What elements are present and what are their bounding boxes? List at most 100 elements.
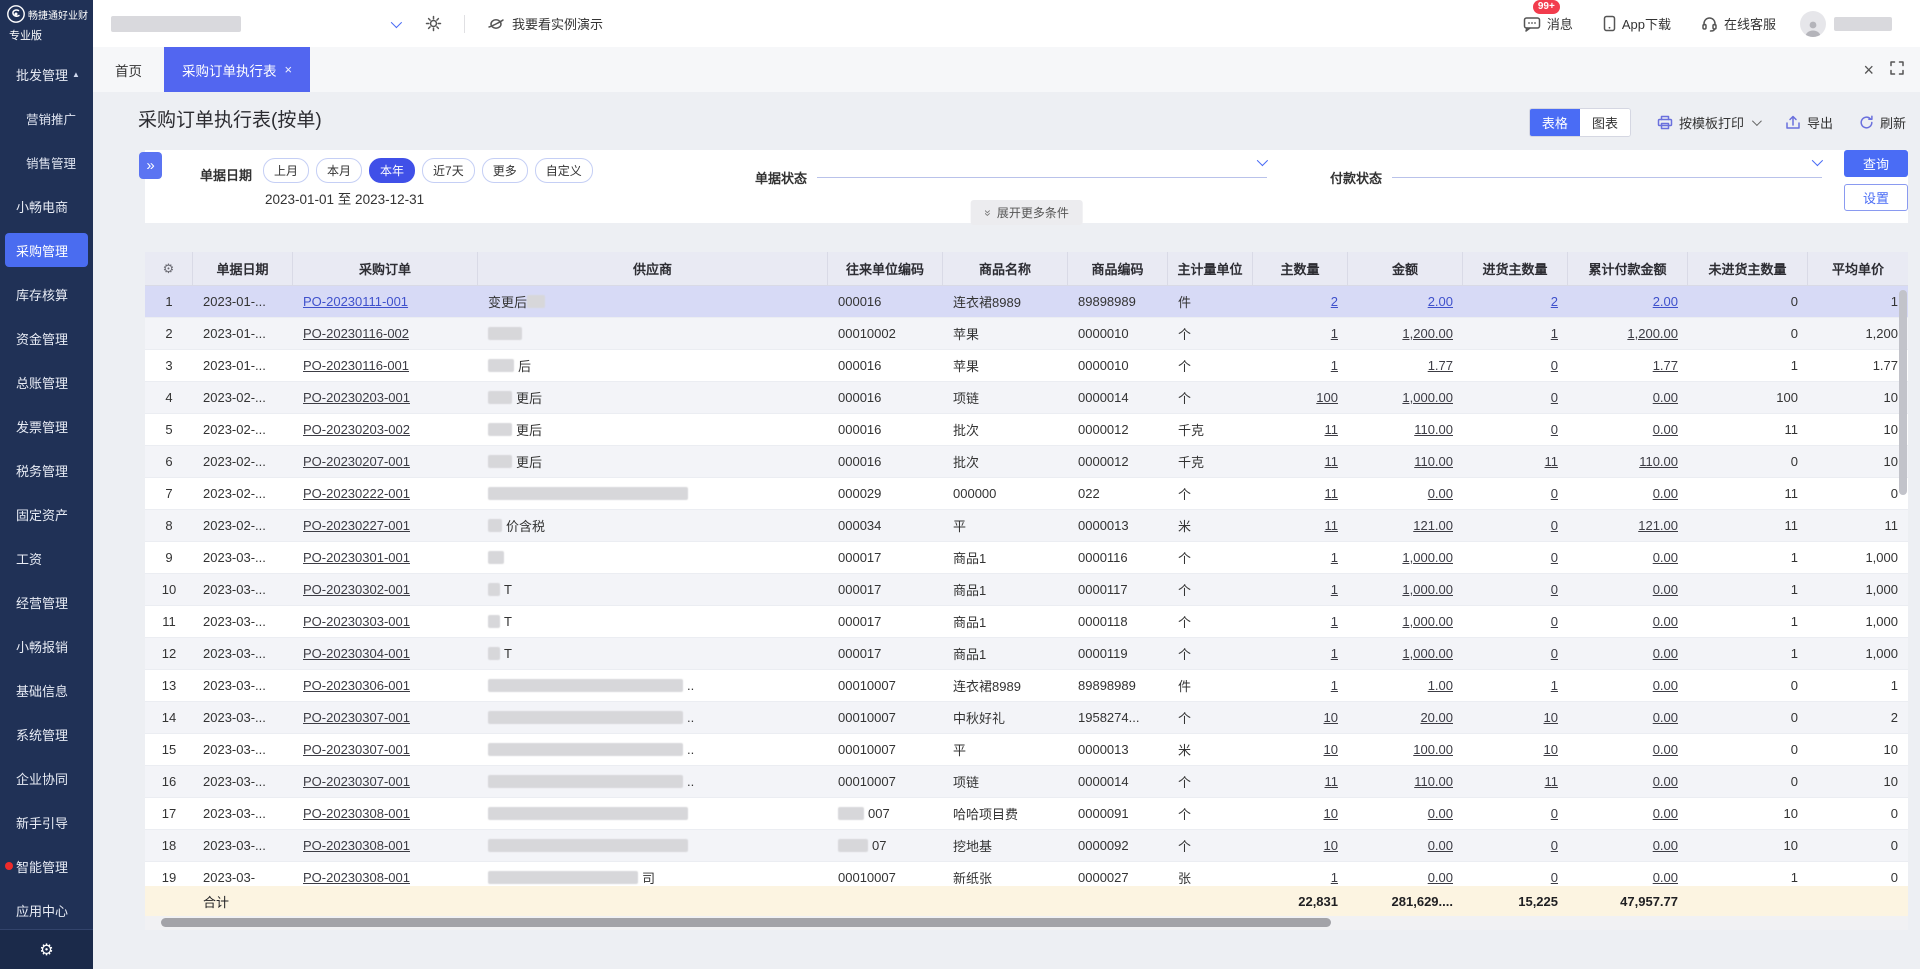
table-row-8[interactable]: 8 2023-02-... PO-20230227-001 价含税 000034 平 000… — [145, 510, 1908, 542]
amount-cell-link[interactable]: 0.00 — [1427, 486, 1453, 501]
tab-home[interactable]: 首页 — [115, 63, 142, 79]
qty-cell-link[interactable]: 1 — [1330, 870, 1338, 885]
received-qty-cell-link[interactable]: 0 — [1550, 838, 1558, 853]
column-header-主计量单位[interactable]: 主计量单位 — [1168, 252, 1253, 285]
po-link[interactable]: PO-20230227-001 — [303, 518, 410, 533]
status-select[interactable] — [817, 152, 1269, 178]
table-row-11[interactable]: 11 2023-03-... PO-20230303-001 T 000017 商品1 00… — [145, 606, 1908, 638]
received-qty-cell-link[interactable]: 0 — [1550, 550, 1558, 565]
date-pill-本月[interactable]: 本月 — [316, 158, 363, 183]
table-row-16[interactable]: 16 2023-03-... PO-20230307-001.. 00010007 项链… — [145, 766, 1908, 798]
company-chevron-down-icon[interactable] — [390, 16, 403, 28]
table-row-14[interactable]: 14 2023-03-... PO-20230307-001.. 00010007 中秋… — [145, 702, 1908, 734]
close-all-tabs-icon[interactable]: × — [1863, 59, 1874, 80]
po-link[interactable]: PO-20230308-001 — [303, 806, 410, 821]
qty-cell-link[interactable]: 10 — [1323, 838, 1338, 853]
paid-amount-cell-link[interactable]: 121.00 — [1638, 518, 1678, 533]
query-button[interactable]: 查询 — [1844, 150, 1908, 177]
amount-cell-link[interactable]: 20.00 — [1420, 710, 1453, 725]
table-row-18[interactable]: 18 2023-03-... PO-20230308-001 07 挖地基 0000092… — [145, 830, 1908, 862]
amount-cell-link[interactable]: 1,000.00 — [1402, 582, 1453, 597]
received-qty-cell-link[interactable]: 1 — [1550, 326, 1558, 341]
user-avatar[interactable] — [1800, 10, 1826, 37]
po-link[interactable]: PO-20230304-001 — [303, 646, 410, 661]
paid-amount-cell-link[interactable]: 0.00 — [1652, 838, 1678, 853]
amount-cell-link[interactable]: 1,000.00 — [1402, 614, 1453, 629]
sidebar-item-小畅电商[interactable]: 小畅电商 — [0, 184, 93, 228]
table-row-10[interactable]: 10 2023-03-... PO-20230302-001 T 000017 商品1 00… — [145, 574, 1908, 606]
sidebar-item-总账管理[interactable]: 总账管理 — [0, 360, 93, 404]
paid-amount-cell-link[interactable]: 0.00 — [1652, 806, 1678, 821]
po-link[interactable]: PO-20230307-001 — [303, 742, 410, 757]
sidebar-item-销售管理[interactable]: 销售管理 — [0, 140, 93, 184]
print-chevron-down-icon[interactable] — [1751, 116, 1762, 127]
amount-cell-link[interactable]: 0.00 — [1427, 870, 1453, 885]
amount-cell-link[interactable]: 121.00 — [1413, 518, 1453, 533]
view-table-button[interactable]: 表格 — [1529, 109, 1580, 136]
column-settings-gear-icon[interactable]: ⚙ — [145, 252, 193, 285]
sidebar-item-智能管理[interactable]: 智能管理 — [0, 844, 93, 888]
demo-link[interactable]: 我要看实例演示 — [487, 14, 603, 33]
sidebar-item-税务管理[interactable]: 税务管理 — [0, 448, 93, 492]
sidebar-item-基础信息[interactable]: 基础信息 — [0, 668, 93, 712]
table-row-2[interactable]: 2 2023-01-... PO-20230116-002 00010002 苹果 000… — [145, 318, 1908, 350]
amount-cell-link[interactable]: 1,200.00 — [1402, 326, 1453, 341]
po-link[interactable]: PO-20230203-002 — [303, 422, 410, 437]
table-row-3[interactable]: 3 2023-01-... PO-20230116-001 后 000016 苹果 0000… — [145, 350, 1908, 382]
table-row-13[interactable]: 13 2023-03-... PO-20230306-001.. 00010007 连衣… — [145, 670, 1908, 702]
export-button[interactable]: 导出 — [1785, 113, 1833, 132]
paid-amount-cell-link[interactable]: 0.00 — [1652, 710, 1678, 725]
amount-cell-link[interactable]: 0.00 — [1427, 806, 1453, 821]
paid-amount-cell-link[interactable]: 0.00 — [1652, 550, 1678, 565]
date-pill-自定义[interactable]: 自定义 — [534, 158, 593, 183]
paid-amount-cell-link[interactable]: 0.00 — [1652, 614, 1678, 629]
po-link[interactable]: PO-20230302-001 — [303, 582, 410, 597]
amount-cell-link[interactable]: 1,000.00 — [1402, 646, 1453, 661]
amount-cell-link[interactable]: 1.00 — [1427, 678, 1453, 693]
received-qty-cell-link[interactable]: 0 — [1550, 646, 1558, 661]
received-qty-cell-link[interactable]: 0 — [1550, 358, 1558, 373]
date-pill-本年[interactable]: 本年 — [369, 158, 416, 183]
sidebar-item-工资[interactable]: 工资 — [0, 536, 93, 580]
qty-cell-link[interactable]: 11 — [1324, 774, 1339, 789]
fullscreen-icon[interactable] — [1890, 61, 1904, 78]
print-by-template-button[interactable]: 按模板打印 — [1657, 113, 1762, 132]
table-row-1[interactable]: 1 2023-01-... PO-20230111-001 变更后 000016 连衣裙8… — [145, 286, 1908, 318]
expand-more-conditions-button[interactable]: » 展开更多条件 — [970, 200, 1083, 225]
received-qty-cell-link[interactable]: 0 — [1550, 518, 1558, 533]
paid-amount-cell-link[interactable]: 0.00 — [1652, 390, 1678, 405]
qty-cell-link[interactable]: 1 — [1330, 646, 1338, 661]
vertical-scrollbar-thumb[interactable] — [1899, 290, 1907, 495]
tab-close-icon[interactable]: × — [284, 62, 293, 77]
qty-cell-link[interactable]: 1 — [1330, 582, 1338, 597]
po-link[interactable]: PO-20230111-001 — [303, 294, 409, 309]
received-qty-cell-link[interactable]: 0 — [1550, 422, 1558, 437]
received-qty-cell-link[interactable]: 0 — [1550, 806, 1558, 821]
paid-amount-cell-link[interactable]: 0.00 — [1652, 870, 1678, 885]
qty-cell-link[interactable]: 11 — [1324, 422, 1339, 437]
paid-amount-cell-link[interactable]: 0.00 — [1652, 678, 1678, 693]
received-qty-cell-link[interactable]: 0 — [1550, 486, 1558, 501]
table-row-19[interactable]: 19 2023-03- PO-20230308-001 司 00010007 新纸张 000… — [145, 862, 1908, 886]
qty-cell-link[interactable]: 1 — [1330, 614, 1338, 629]
date-range-value[interactable]: 2023-01-01 至 2023-12-31 — [265, 192, 425, 207]
column-header-采购订单[interactable]: 采购订单 — [293, 252, 478, 285]
app-download-button[interactable]: App下载 — [1603, 14, 1671, 33]
po-link[interactable]: PO-20230307-001 — [303, 774, 410, 789]
paid-amount-cell-link[interactable]: 0.00 — [1652, 486, 1678, 501]
table-row-4[interactable]: 4 2023-02-... PO-20230203-001 更后 000016 项链 000… — [145, 382, 1908, 414]
po-link[interactable]: PO-20230301-001 — [303, 550, 410, 565]
sidebar-item-固定资产[interactable]: 固定资产 — [0, 492, 93, 536]
po-link[interactable]: PO-20230222-001 — [303, 486, 410, 501]
paid-amount-cell-link[interactable]: 0.00 — [1652, 774, 1678, 789]
messages-button[interactable]: 99+ 消息 — [1523, 0, 1573, 33]
sidebar-item-企业协同[interactable]: 企业协同 — [0, 756, 93, 800]
received-qty-cell-link[interactable]: 0 — [1550, 614, 1558, 629]
po-link[interactable]: PO-20230308-001 — [303, 870, 410, 885]
qty-cell-link[interactable]: 11 — [1324, 518, 1339, 533]
sidebar-item-库存核算[interactable]: 库存核算 — [0, 272, 93, 316]
table-row-7[interactable]: 7 2023-02-... PO-20230222-001 000029 000000 0… — [145, 478, 1908, 510]
tab-purchase-order-report[interactable]: 采购订单执行表 × — [164, 47, 311, 92]
po-link[interactable]: PO-20230303-001 — [303, 614, 410, 629]
po-link[interactable]: PO-20230307-001 — [303, 710, 410, 725]
